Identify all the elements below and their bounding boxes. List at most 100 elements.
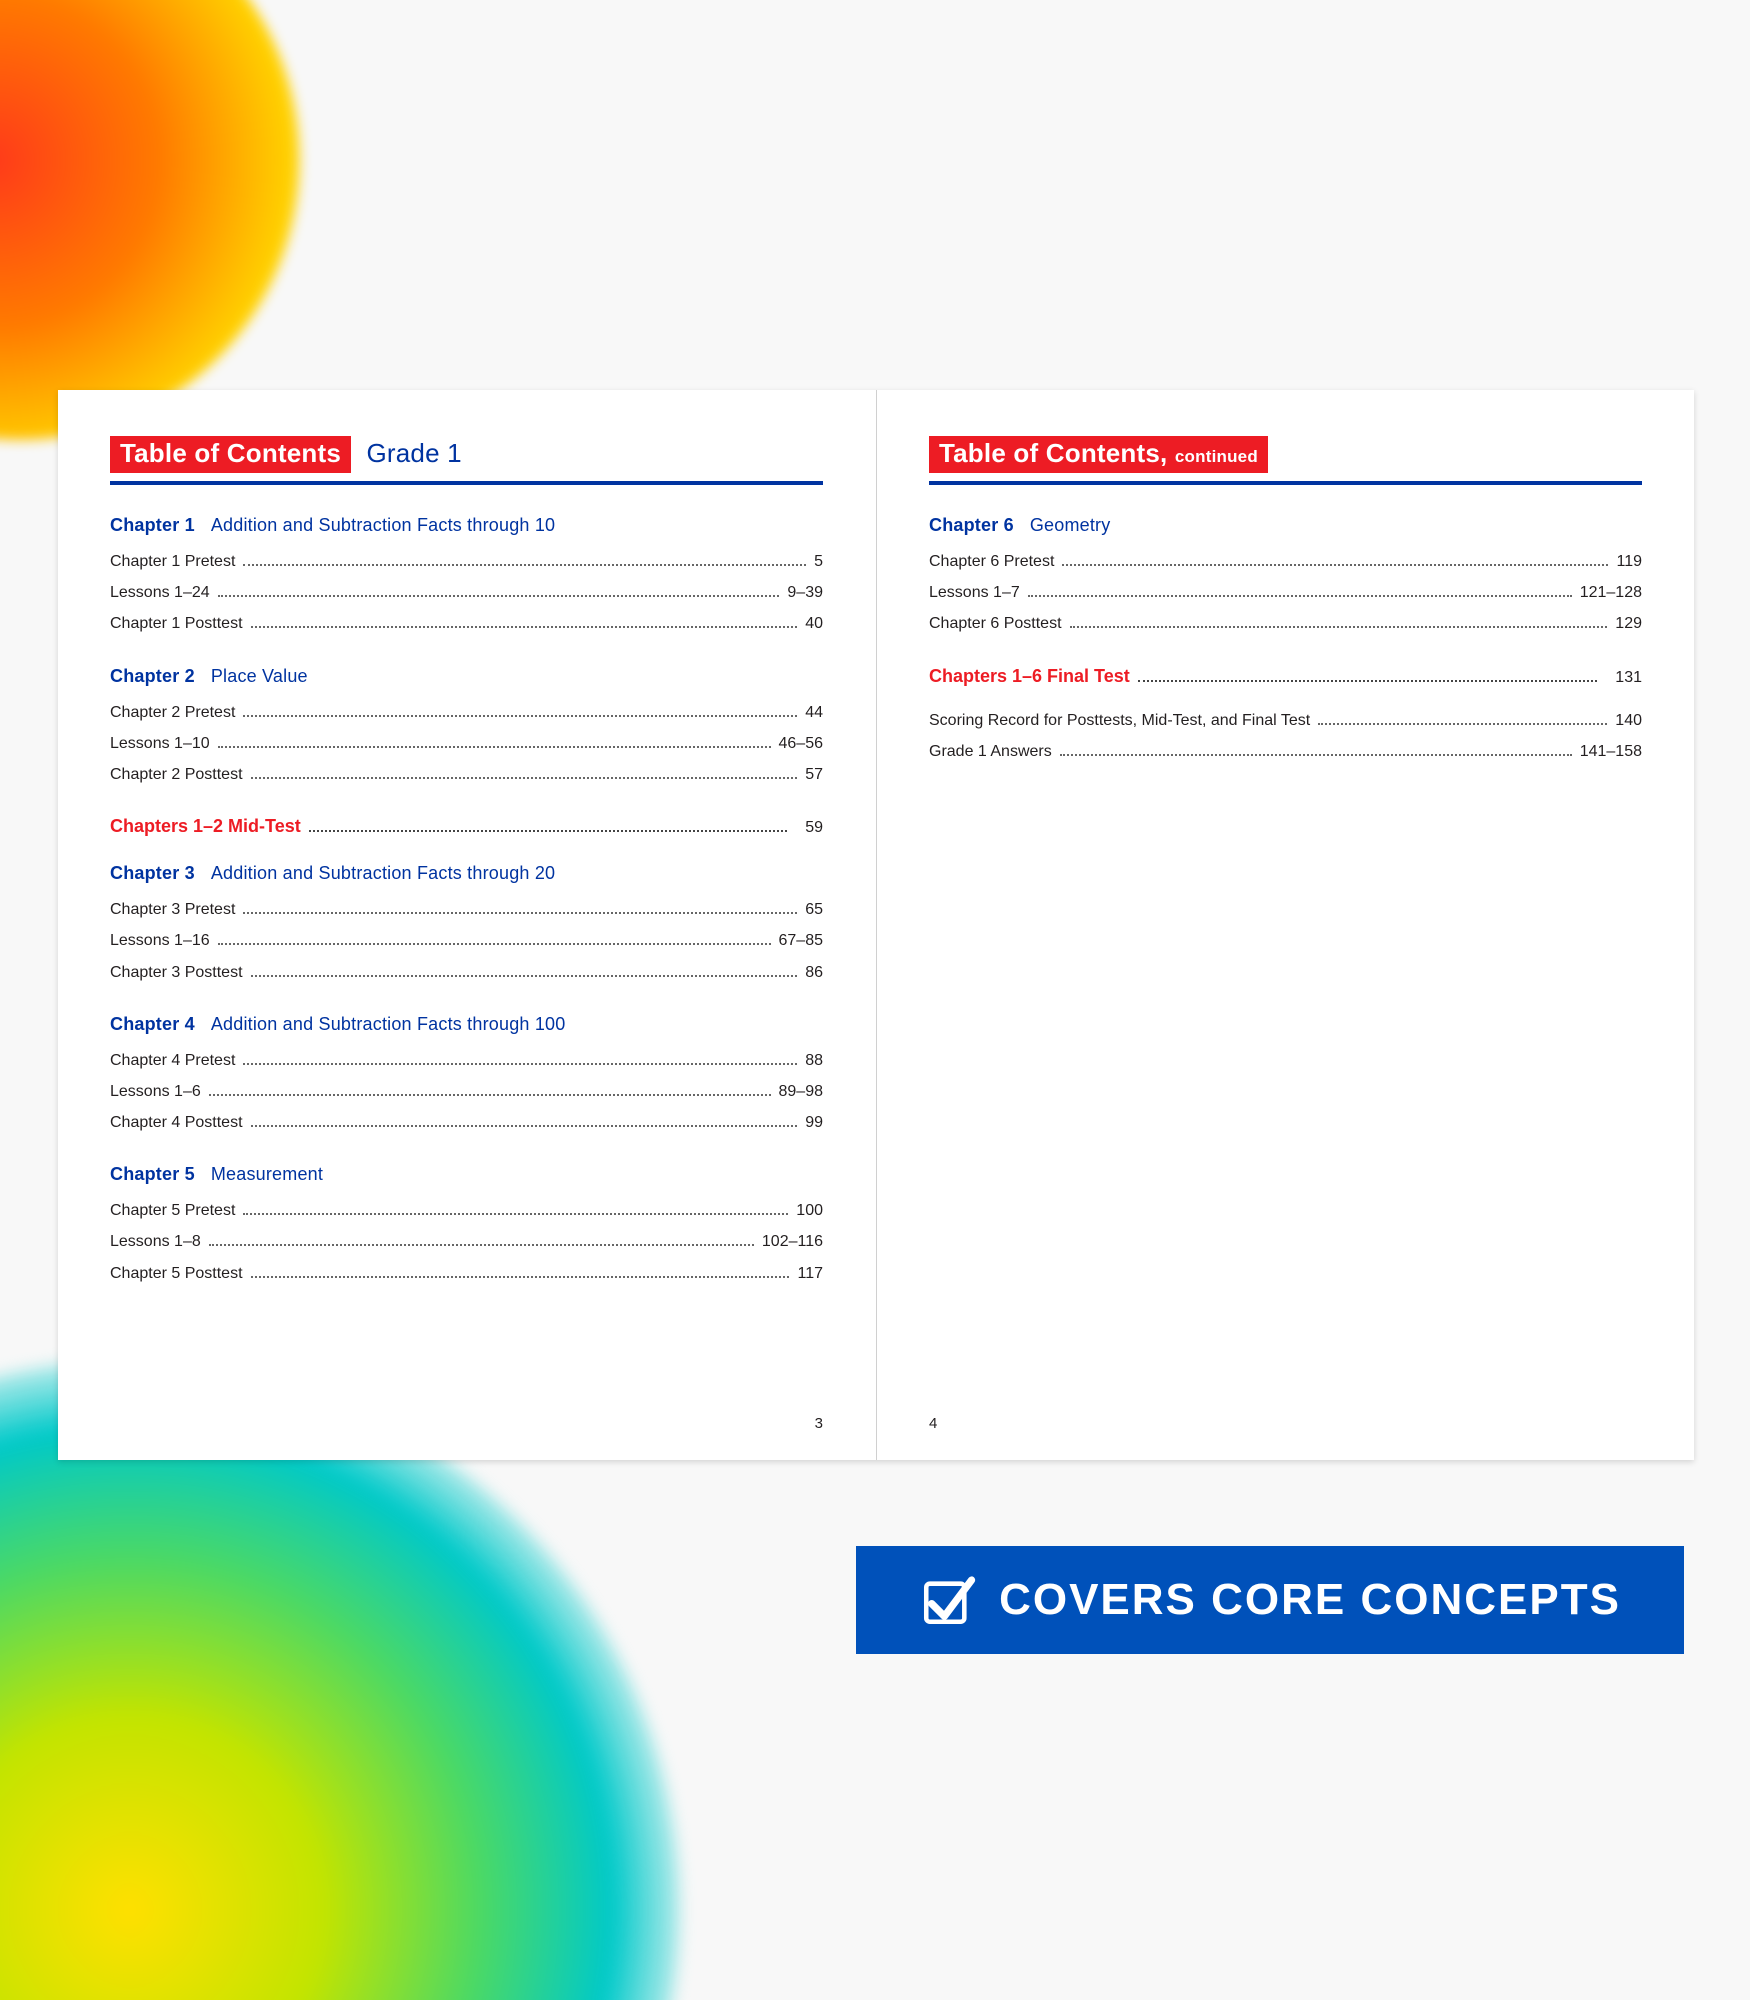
dot-leader: [243, 1063, 797, 1065]
toc-midtest-page: 59: [805, 819, 823, 837]
dot-leader: [251, 626, 798, 628]
dot-leader: [251, 1125, 798, 1127]
toc-chapters-left-1: Chapter 1Addition and Subtraction Facts …: [110, 515, 823, 790]
toc-entry-label: Chapter 1 Pretest: [110, 546, 235, 577]
chapter-heading: Chapter 6Geometry: [929, 515, 1642, 536]
dot-leader: [1318, 723, 1607, 725]
toc-entry: Scoring Record for Posttests, Mid-Test, …: [929, 705, 1642, 736]
toc-entry-page: 86: [805, 957, 823, 988]
toc-entry: Chapter 3 Posttest 86: [110, 957, 823, 988]
toc-entry: Lessons 1–8 102–116: [110, 1226, 823, 1257]
chapter-heading: Chapter 5 Measurement: [110, 1164, 823, 1185]
toc-title-right: Table of Contents, continued: [929, 436, 1642, 473]
toc-page-left: Table of Contents Grade 1 Chapter 1Addit…: [58, 390, 876, 1460]
toc-entry-page: 100: [796, 1195, 823, 1226]
toc-entry-label: Chapter 6 Posttest: [929, 608, 1062, 639]
dot-leader: [243, 1213, 788, 1215]
toc-entry-label: Lessons 1–7: [929, 577, 1020, 608]
toc-page-right: Table of Contents, continued Chapter 6Ge…: [876, 390, 1694, 1460]
chapter-number: Chapter 5: [110, 1164, 195, 1184]
toc-title-redbox: Table of Contents: [110, 436, 351, 473]
toc-entry: Lessons 1–1046–56: [110, 728, 823, 759]
chapter-topic: Addition and Subtraction Facts through 1…: [211, 1014, 566, 1034]
dot-leader: [243, 715, 797, 717]
toc-chapters-left-2: Chapter 3Addition and Subtraction Facts …: [110, 863, 823, 1289]
toc-entry-page: 65: [805, 894, 823, 925]
toc-entry-label: Lessons 1–8: [110, 1226, 201, 1257]
dot-leader: [218, 746, 771, 748]
chapter-heading: Chapter 4 Addition and Subtraction Facts …: [110, 1014, 823, 1035]
toc-title-redbox-right: Table of Contents, continued: [929, 436, 1268, 473]
dot-leader: [218, 595, 780, 597]
covers-core-concepts-banner: COVERS CORE CONCEPTS: [856, 1546, 1684, 1654]
toc-entry-page: 44: [805, 697, 823, 728]
dot-leader: [251, 777, 798, 779]
dot-leader: [251, 975, 798, 977]
toc-chapters-right: Chapter 6GeometryChapter 6 Pretest119Les…: [929, 515, 1642, 640]
toc-entry-page: 88: [805, 1045, 823, 1076]
toc-rule-right: [929, 481, 1642, 485]
chapter-number: Chapter 6: [929, 515, 1014, 535]
toc-midtest: Chapters 1–2 Mid-Test 59: [110, 816, 823, 837]
toc-entry-label: Chapter 5 Pretest: [110, 1195, 235, 1226]
chapter-heading: Chapter 2 Place Value: [110, 666, 823, 687]
toc-entry-label: Chapter 2 Pretest: [110, 697, 235, 728]
toc-entry-label: Lessons 1–6: [110, 1076, 201, 1107]
dot-leader: [209, 1094, 771, 1096]
decorative-gradient-top: [0, 0, 300, 440]
toc-entry: Chapter 3 Pretest 65: [110, 894, 823, 925]
toc-final-test: Chapters 1–6 Final Test 131: [929, 666, 1642, 687]
dot-leader: [243, 912, 797, 914]
toc-entry: Lessons 1–249–39: [110, 577, 823, 608]
toc-entry: Chapter 5 Pretest 100: [110, 1195, 823, 1226]
toc-entry-label: Chapter 4 Pretest: [110, 1045, 235, 1076]
toc-entry-label: Chapter 5 Posttest: [110, 1258, 243, 1289]
page-number-left: 3: [815, 1415, 823, 1432]
chapter-heading: Chapter 3Addition and Subtraction Facts …: [110, 863, 823, 884]
toc-title-grade: Grade 1: [366, 438, 461, 469]
chapter-heading: Chapter 1Addition and Subtraction Facts …: [110, 515, 823, 536]
toc-entry: Chapter 2 Posttest57: [110, 759, 823, 790]
dot-leader: [309, 830, 787, 832]
toc-midtest-label: Chapters 1–2 Mid-Test: [110, 816, 301, 837]
toc-entry-label: Chapter 3 Posttest: [110, 957, 243, 988]
toc-entry-label: Chapter 3 Pretest: [110, 894, 235, 925]
toc-entry-label: Lessons 1–16: [110, 925, 210, 956]
toc-entry: Chapter 6 Pretest 119: [929, 546, 1642, 577]
dot-leader: [1138, 680, 1598, 682]
chapter-number: Chapter 4: [110, 1014, 195, 1034]
toc-entry: Chapter 2 Pretest 44: [110, 697, 823, 728]
toc-entry-label: Scoring Record for Posttests, Mid-Test, …: [929, 705, 1310, 736]
toc-entry-page: 99: [805, 1107, 823, 1138]
toc-entry: Chapter 4 Posttest99: [110, 1107, 823, 1138]
toc-title-continued: continued: [1175, 447, 1258, 466]
toc-entry-page: 119: [1616, 546, 1642, 577]
toc-entry-page: 129: [1615, 608, 1642, 639]
dot-leader: [1028, 595, 1572, 597]
chapter-number: Chapter 2: [110, 666, 195, 686]
toc-final-test-label: Chapters 1–6 Final Test: [929, 666, 1130, 687]
toc-final-test-page: 131: [1615, 669, 1642, 687]
toc-entry-page: 141–158: [1580, 736, 1642, 767]
chapter-topic: Addition and Subtraction Facts through 1…: [211, 515, 555, 535]
toc-entry-page: 9–39: [787, 577, 823, 608]
toc-entry: Lessons 1–7 121–128: [929, 577, 1642, 608]
toc-title-left: Table of Contents Grade 1: [110, 436, 823, 473]
toc-entry-page: 102–116: [762, 1226, 823, 1257]
toc-entry: Lessons 1–6 89–98: [110, 1076, 823, 1107]
toc-entry-page: 140: [1615, 705, 1642, 736]
dot-leader: [1062, 564, 1608, 566]
chapter-topic: Place Value: [211, 666, 308, 686]
toc-entry: Lessons 1–1667–85: [110, 925, 823, 956]
banner-text: COVERS CORE CONCEPTS: [999, 1575, 1621, 1625]
toc-entry-label: Chapter 6 Pretest: [929, 546, 1054, 577]
toc-entry-page: 89–98: [779, 1076, 824, 1107]
toc-appendix-right: Scoring Record for Posttests, Mid-Test, …: [929, 705, 1642, 767]
toc-entry-page: 57: [805, 759, 823, 790]
toc-entry-label: Grade 1 Answers: [929, 736, 1052, 767]
page-number-right: 4: [929, 1415, 937, 1432]
chapter-topic: Measurement: [211, 1164, 323, 1184]
dot-leader: [1060, 754, 1572, 756]
toc-entry-page: 121–128: [1580, 577, 1642, 608]
dot-leader: [209, 1244, 754, 1246]
